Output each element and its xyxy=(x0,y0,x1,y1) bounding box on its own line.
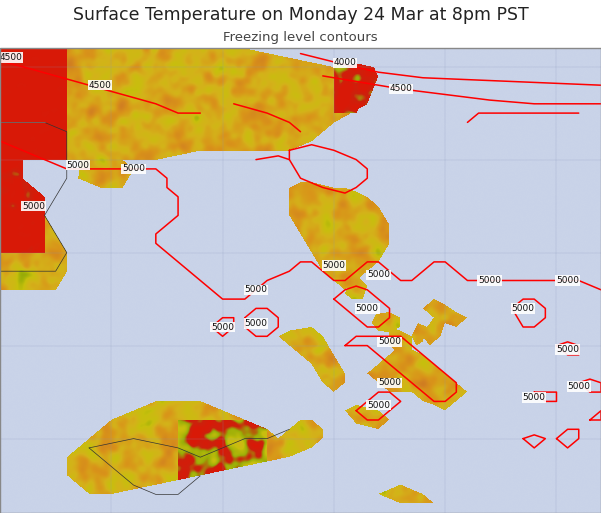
Text: 5000: 5000 xyxy=(567,382,590,391)
Text: 5000: 5000 xyxy=(556,345,579,354)
Text: 4500: 4500 xyxy=(89,81,112,90)
Text: 5000: 5000 xyxy=(66,161,90,170)
Text: Freezing level contours: Freezing level contours xyxy=(223,31,378,44)
Text: 5000: 5000 xyxy=(511,304,535,313)
Text: 4500: 4500 xyxy=(389,85,412,93)
Text: 5000: 5000 xyxy=(22,202,45,211)
Text: 5000: 5000 xyxy=(356,304,379,313)
Text: 5000: 5000 xyxy=(523,393,546,402)
Text: 5000: 5000 xyxy=(556,276,579,285)
Text: 5000: 5000 xyxy=(122,164,145,173)
Text: 5000: 5000 xyxy=(211,323,234,331)
Text: 4000: 4000 xyxy=(334,58,356,67)
Text: 5000: 5000 xyxy=(378,378,401,387)
Text: 5000: 5000 xyxy=(245,319,267,328)
Text: 5000: 5000 xyxy=(367,270,390,280)
Text: Surface Temperature on Monday 24 Mar at 8pm PST: Surface Temperature on Monday 24 Mar at … xyxy=(73,6,528,24)
Text: 4500: 4500 xyxy=(0,53,23,62)
Text: 5000: 5000 xyxy=(478,276,501,285)
Text: 5000: 5000 xyxy=(245,285,267,294)
Text: 5000: 5000 xyxy=(322,261,346,270)
Text: 5000: 5000 xyxy=(367,401,390,409)
Text: 5000: 5000 xyxy=(378,338,401,346)
